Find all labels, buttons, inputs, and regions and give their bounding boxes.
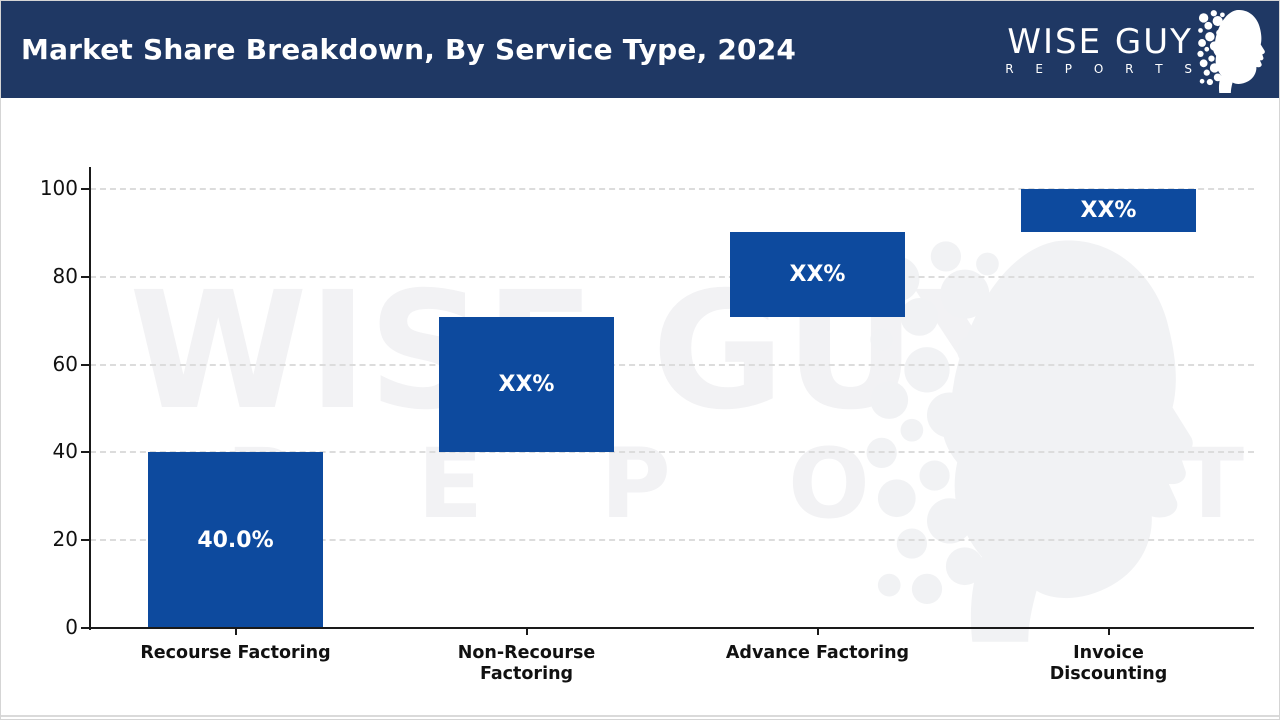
x-category-label: Recourse Factoring xyxy=(140,643,331,663)
x-category-label: Non-Recourse Factoring xyxy=(457,643,596,684)
page-title: Market Share Breakdown, By Service Type,… xyxy=(21,33,797,66)
bar-segment: XX% xyxy=(439,317,614,453)
gridline xyxy=(90,363,1254,366)
logo-wordmark: WISE GUY xyxy=(1007,21,1193,62)
bar-segment: 40.0% xyxy=(148,452,323,628)
y-tick-label: 60 xyxy=(52,351,78,376)
x-category-label: Invoice Discounting xyxy=(1049,643,1168,684)
y-tick-label: 0 xyxy=(65,615,78,639)
header-bar: Market Share Breakdown, By Service Type,… xyxy=(1,1,1279,98)
gridline xyxy=(90,451,1254,454)
y-tick-label: 80 xyxy=(52,263,78,288)
bar-value-label: XX% xyxy=(1080,197,1137,223)
x-category-label: Advance Factoring xyxy=(725,643,910,663)
bottom-divider xyxy=(1,715,1279,717)
y-tick xyxy=(81,275,89,278)
bar-value-label: XX% xyxy=(789,261,846,287)
y-tick xyxy=(81,627,89,629)
chart-area: WISE GUY R E P O R T S 40.0%Recourse Fac… xyxy=(1,98,1279,716)
y-axis-line xyxy=(89,167,91,630)
x-tick xyxy=(234,628,237,635)
y-tick xyxy=(81,188,89,190)
logo-subtitle: R E P O R T S xyxy=(1005,61,1201,76)
y-tick xyxy=(81,539,89,542)
y-tick-label: 100 xyxy=(39,176,78,200)
plot: 40.0% Recourse Factoring XX% Non-Recourse F… xyxy=(1,98,1279,716)
y-tick-label: 20 xyxy=(52,527,78,552)
x-tick xyxy=(1107,628,1110,635)
y-tick-label: 40 xyxy=(52,439,78,464)
x-tick xyxy=(525,628,528,635)
bar-segment: XX% xyxy=(1021,189,1196,232)
logo-text: WISE GUY R E P O R T S xyxy=(999,24,1201,76)
wise-guy-logo: WISE GUY R E P O R T S xyxy=(999,7,1279,93)
bar-value-label: XX% xyxy=(498,372,555,398)
x-tick xyxy=(816,628,819,635)
face-profile-icon xyxy=(1197,9,1265,93)
x-axis-line xyxy=(89,627,1254,629)
bar-value-label: 40.0% xyxy=(197,527,274,553)
y-tick xyxy=(81,363,89,366)
bar-segment: XX% xyxy=(730,231,905,318)
gridline xyxy=(90,275,1254,278)
gridline xyxy=(90,539,1254,542)
gridline xyxy=(90,188,1254,190)
y-tick xyxy=(81,451,89,454)
